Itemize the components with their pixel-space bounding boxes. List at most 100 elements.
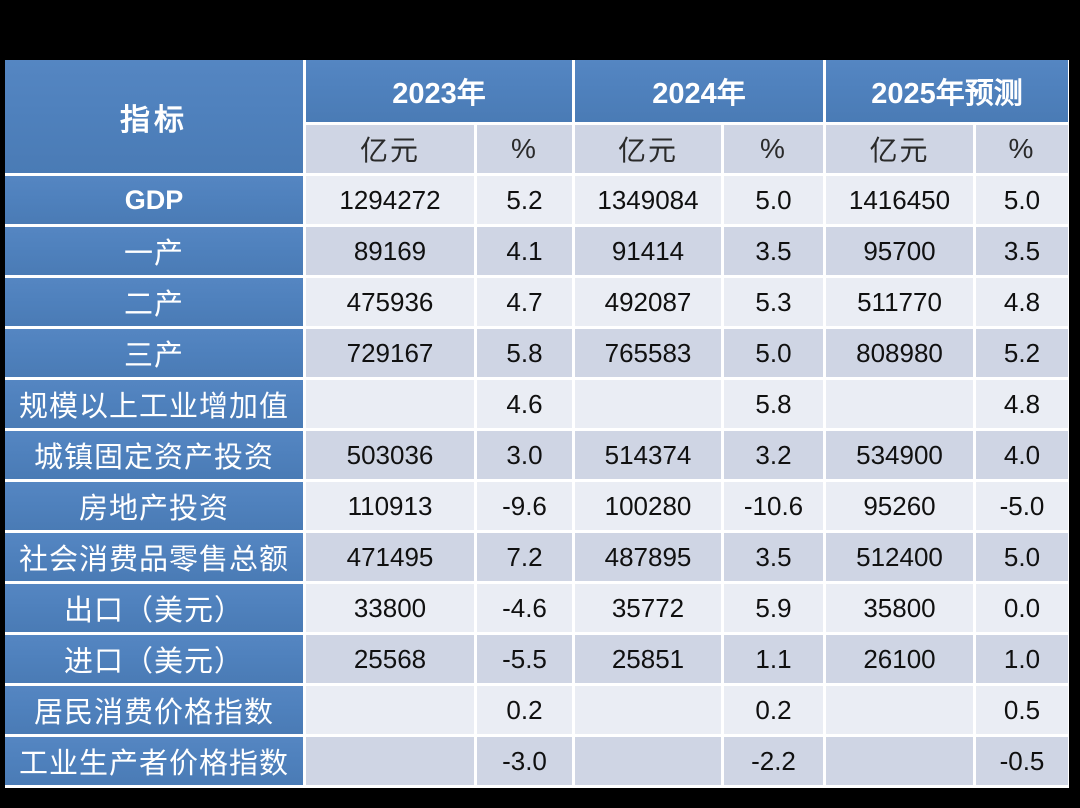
- cell-2025-amount: 808980: [826, 329, 973, 377]
- row-label: 出口（美元）: [5, 584, 303, 632]
- unit-header-amount-2025: 亿元: [826, 125, 973, 173]
- unit-header-percent-2025: %: [976, 125, 1068, 173]
- cell-2025-percent: 0.5: [976, 686, 1068, 734]
- cell-2024-percent: 5.0: [724, 176, 823, 224]
- cell-2023-percent: 4.1: [477, 227, 572, 275]
- cell-2023-amount: 471495: [306, 533, 474, 581]
- economic-indicators-table-container: 指标 2023年 2024年 2025年预测 亿元 % 亿元 % 亿元 % GD…: [5, 60, 1069, 794]
- cell-2024-percent: -2.2: [724, 737, 823, 785]
- cell-2024-amount: [575, 380, 721, 428]
- cell-2024-amount: 487895: [575, 533, 721, 581]
- cell-2023-amount: 729167: [306, 329, 474, 377]
- cell-2025-amount: 95700: [826, 227, 973, 275]
- cell-2024-amount: [575, 737, 721, 785]
- row-label: 规模以上工业增加值: [5, 380, 303, 428]
- cell-2025-amount: [826, 686, 973, 734]
- cell-2024-percent: 1.1: [724, 635, 823, 683]
- cell-2023-percent: 5.2: [477, 176, 572, 224]
- cell-2024-percent: 5.0: [724, 329, 823, 377]
- row-label: GDP: [5, 176, 303, 224]
- cell-2024-amount: 514374: [575, 431, 721, 479]
- table-row-exports-usd: 出口（美元） 33800 -4.6 35772 5.9 35800 0.0: [5, 584, 1068, 632]
- table-row-tertiary-industry: 三产 729167 5.8 765583 5.0 808980 5.2: [5, 329, 1068, 377]
- cell-2023-amount: 89169: [306, 227, 474, 275]
- cell-2024-percent: 5.3: [724, 278, 823, 326]
- unit-header-percent-2024: %: [724, 125, 823, 173]
- table-row-retail-sales: 社会消费品零售总额 471495 7.2 487895 3.5 512400 5…: [5, 533, 1068, 581]
- cell-2024-percent: -10.6: [724, 482, 823, 530]
- row-label: 二产: [5, 278, 303, 326]
- cell-2023-amount: [306, 737, 474, 785]
- unit-header-amount-2023: 亿元: [306, 125, 474, 173]
- cell-2023-amount: 25568: [306, 635, 474, 683]
- cell-2023-amount: 1294272: [306, 176, 474, 224]
- cell-2024-amount: 100280: [575, 482, 721, 530]
- table-row-consumer-price-index: 居民消费价格指数 0.2 0.2 0.5: [5, 686, 1068, 734]
- corner-header-indicator: 指标: [5, 60, 303, 173]
- row-label: 进口（美元）: [5, 635, 303, 683]
- cell-2025-percent: -0.5: [976, 737, 1068, 785]
- cell-2024-amount: 492087: [575, 278, 721, 326]
- cell-2025-amount: 1416450: [826, 176, 973, 224]
- year-header-row: 指标 2023年 2024年 2025年预测: [5, 60, 1068, 173]
- cell-2023-amount: [306, 380, 474, 428]
- cell-2025-percent: 5.2: [976, 329, 1068, 377]
- cell-2024-amount: 91414: [575, 227, 721, 275]
- cell-2025-amount: 511770: [826, 278, 973, 326]
- cell-2023-percent: 4.6: [477, 380, 572, 428]
- unit-header-amount-2024: 亿元: [575, 125, 721, 173]
- cell-2024-amount: [575, 686, 721, 734]
- row-label: 三产: [5, 329, 303, 377]
- cell-2024-percent: 0.2: [724, 686, 823, 734]
- cell-2025-amount: 534900: [826, 431, 973, 479]
- cell-2025-amount: 26100: [826, 635, 973, 683]
- cell-2023-amount: 110913: [306, 482, 474, 530]
- cell-2025-amount: 512400: [826, 533, 973, 581]
- cell-2025-percent: 0.0: [976, 584, 1068, 632]
- table-row-secondary-industry: 二产 475936 4.7 492087 5.3 511770 4.8: [5, 278, 1068, 326]
- cell-2024-percent: 3.5: [724, 533, 823, 581]
- economic-indicators-table: 指标 2023年 2024年 2025年预测 亿元 % 亿元 % 亿元 % GD…: [5, 60, 1069, 788]
- table-row-imports-usd: 进口（美元） 25568 -5.5 25851 1.1 26100 1.0: [5, 635, 1068, 683]
- cell-2023-amount: [306, 686, 474, 734]
- cell-2025-percent: 1.0: [976, 635, 1068, 683]
- unit-header-row: 亿元 % 亿元 % 亿元 %: [5, 125, 1068, 173]
- year-header-2023: 2023年: [306, 60, 572, 122]
- cell-2025-amount: 95260: [826, 482, 973, 530]
- cell-2025-percent: 5.0: [976, 533, 1068, 581]
- row-label: 居民消费价格指数: [5, 686, 303, 734]
- cell-2023-percent: -4.6: [477, 584, 572, 632]
- row-label: 房地产投资: [5, 482, 303, 530]
- row-label: 社会消费品零售总额: [5, 533, 303, 581]
- table-row-producer-price-index: 工业生产者价格指数 -3.0 -2.2 -0.5: [5, 737, 1068, 785]
- cell-2024-percent: 3.5: [724, 227, 823, 275]
- cell-2025-amount: [826, 380, 973, 428]
- cell-2024-amount: 25851: [575, 635, 721, 683]
- cell-2025-amount: 35800: [826, 584, 973, 632]
- table-row-urban-fixed-asset-investment: 城镇固定资产投资 503036 3.0 514374 3.2 534900 4.…: [5, 431, 1068, 479]
- row-label: 工业生产者价格指数: [5, 737, 303, 785]
- table-row-real-estate-investment: 房地产投资 110913 -9.6 100280 -10.6 95260 -5.…: [5, 482, 1068, 530]
- cell-2023-amount: 475936: [306, 278, 474, 326]
- cell-2025-percent: -5.0: [976, 482, 1068, 530]
- year-header-2025-forecast: 2025年预测: [826, 60, 1068, 122]
- cell-2023-percent: 4.7: [477, 278, 572, 326]
- cell-2023-amount: 33800: [306, 584, 474, 632]
- row-label: 城镇固定资产投资: [5, 431, 303, 479]
- cell-2023-percent: 3.0: [477, 431, 572, 479]
- table-row-industrial-added-value: 规模以上工业增加值 4.6 5.8 4.8: [5, 380, 1068, 428]
- cell-2023-percent: 0.2: [477, 686, 572, 734]
- cell-2023-percent: 7.2: [477, 533, 572, 581]
- cell-2023-percent: -3.0: [477, 737, 572, 785]
- cell-2025-percent: 5.0: [976, 176, 1068, 224]
- cell-2025-percent: 4.8: [976, 380, 1068, 428]
- cell-2024-percent: 5.9: [724, 584, 823, 632]
- table-row-primary-industry: 一产 89169 4.1 91414 3.5 95700 3.5: [5, 227, 1068, 275]
- cell-2023-percent: 5.8: [477, 329, 572, 377]
- cell-2023-amount: 503036: [306, 431, 474, 479]
- cell-2024-amount: 765583: [575, 329, 721, 377]
- unit-header-percent-2023: %: [477, 125, 572, 173]
- cell-2023-percent: -5.5: [477, 635, 572, 683]
- cell-2025-percent: 4.8: [976, 278, 1068, 326]
